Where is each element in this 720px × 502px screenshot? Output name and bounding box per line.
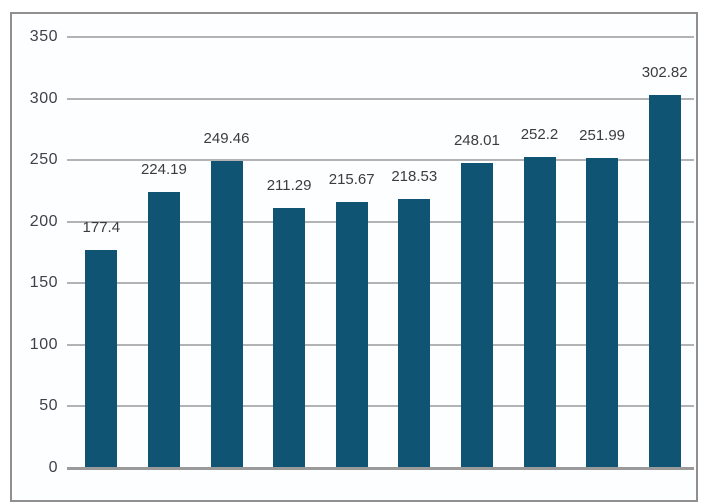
y-tick-label: 0 xyxy=(48,459,58,476)
bar-value-label: 224.19 xyxy=(140,160,187,178)
bar xyxy=(147,191,180,468)
bar-value-label: 252.2 xyxy=(520,126,559,144)
y-tick-label: 350 xyxy=(29,28,58,45)
bar-value-label: 177.4 xyxy=(82,218,121,236)
chart-frame: 0 50 100 150 200 250 300 350 177.4 224.19 249.46 21… xyxy=(10,12,698,502)
bar-value-label: 302.82 xyxy=(641,64,688,82)
gridline xyxy=(67,97,694,100)
bar-value-label: 251.99 xyxy=(579,126,626,144)
bar xyxy=(210,160,243,468)
gridline xyxy=(67,159,694,162)
bar xyxy=(85,249,118,468)
y-tick-label: 250 xyxy=(29,151,58,169)
y-tick-label: 300 xyxy=(29,89,58,107)
bar xyxy=(460,162,493,468)
bar xyxy=(335,202,368,468)
gridline xyxy=(67,343,694,346)
bar-value-label: 215.67 xyxy=(328,171,375,189)
gridline xyxy=(67,36,694,38)
bar-value-label: 211.29 xyxy=(266,176,312,194)
bar-value-label: 218.53 xyxy=(391,167,438,185)
bar-value-label: 249.46 xyxy=(203,129,250,147)
gridline xyxy=(67,282,694,285)
y-tick-label: 50 xyxy=(39,397,58,415)
bar xyxy=(523,157,556,468)
bar xyxy=(398,198,431,468)
y-tick-label: 150 xyxy=(29,274,58,292)
bar xyxy=(273,207,306,468)
y-tick-label: 100 xyxy=(29,335,58,353)
bar xyxy=(648,95,681,468)
bar-chart-screenshot: { "chart_data": { "type": "bar", "title"… xyxy=(10,12,698,502)
gridline xyxy=(67,220,694,223)
x-axis-line xyxy=(67,467,694,470)
bar xyxy=(586,157,619,468)
y-tick-label: 200 xyxy=(29,212,58,230)
bar-value-label: 248.01 xyxy=(453,131,500,149)
gridline xyxy=(67,405,694,408)
